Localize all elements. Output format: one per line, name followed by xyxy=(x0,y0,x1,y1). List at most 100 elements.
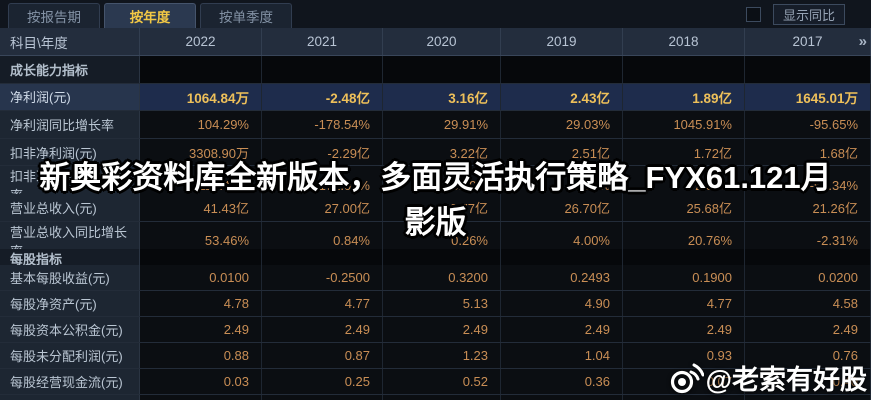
row-label: 每股指标 xyxy=(0,249,140,269)
show-yoy-control: 显示同比 xyxy=(745,4,845,25)
value-cell: 4.78 xyxy=(140,291,262,317)
value-cell: 0.93 xyxy=(623,343,745,369)
value-cell: 0.07 xyxy=(623,369,745,395)
value-cell: 1645.01万 xyxy=(745,83,871,111)
value-cell: 5.13 xyxy=(383,291,501,317)
value-cell xyxy=(383,249,501,269)
table-row[interactable]: 扣非净利润(元) 3308.90万 -2.29亿 3.22亿 2.51亿 1.72亿 1.6… xyxy=(0,138,871,167)
value-cell: -95.65% xyxy=(745,111,871,138)
value-cell: 2.49 xyxy=(383,317,501,343)
row-label: 营业总收入(元) xyxy=(0,193,140,221)
row-label: 净利润(元) xyxy=(0,83,140,111)
table-body: 成长能力指标 净利润(元) 1064.84万 -2.48亿 3.16亿 2.43亿 1.89… xyxy=(0,56,871,400)
period-tabs: 按报告期 按年度 按单季度 xyxy=(0,0,296,28)
year-header-2019: 2019 xyxy=(501,28,623,55)
year-header-2018: 2018 xyxy=(623,28,745,55)
value-cell: 3.22亿 xyxy=(383,138,501,166)
table-row[interactable]: 每股经营现金流(元) 0.03 0.25 0.52 0.36 0.07 0.40 xyxy=(0,369,871,396)
value-cell: 2.49 xyxy=(745,317,871,343)
value-cell: 3308.90万 xyxy=(140,138,262,166)
value-cell: 27.00亿 xyxy=(262,193,383,221)
show-yoy-checkbox[interactable] xyxy=(745,7,761,22)
tab-by-report-period[interactable]: 按报告期 xyxy=(8,3,100,28)
table-header: 科目\年度 2022 2021 2020 2019 2018 2017» xyxy=(0,28,871,56)
value-cell: -178.54% xyxy=(262,111,383,138)
row-label: 每股净资产(元) xyxy=(0,291,140,317)
row-label: 每股资本公积金(元) xyxy=(0,317,140,343)
value-cell xyxy=(623,395,745,400)
value-cell xyxy=(262,56,383,83)
value-cell: 0.88 xyxy=(140,343,262,369)
show-yoy-label[interactable]: 显示同比 xyxy=(772,4,845,25)
table-row[interactable]: 每股净资产(元) 4.78 4.77 5.13 4.90 4.77 4.58 xyxy=(0,291,871,318)
table-row[interactable]: 每股未分配利润(元) 0.88 0.87 1.23 1.04 0.93 0.76 xyxy=(0,343,871,370)
value-cell: 1.23 xyxy=(383,343,501,369)
period-tabbar: 按报告期 按年度 按单季度 显示同比 xyxy=(0,0,871,28)
value-cell xyxy=(262,249,383,269)
row-label: 净利润同比增长率 xyxy=(0,111,140,138)
value-cell xyxy=(383,395,501,400)
row-label: 每股经营现金流(元) xyxy=(0,369,140,395)
value-cell: 4.58 xyxy=(745,291,871,317)
table-row[interactable]: 净利润同比增长率 104.29% -178.54% 29.91% 29.03% 1045.… xyxy=(0,111,871,139)
year-header-2020: 2020 xyxy=(383,28,501,55)
value-cell xyxy=(745,56,871,83)
value-cell xyxy=(140,249,262,269)
value-cell: 1.72亿 xyxy=(623,138,745,166)
more-years-icon[interactable]: » xyxy=(858,33,867,50)
value-cell: 1045.91% xyxy=(623,111,745,138)
value-cell: 1064.84万 xyxy=(140,83,262,111)
value-cell: 0.2493 xyxy=(501,265,623,291)
year-header-2022: 2022 xyxy=(140,28,262,55)
value-cell: 2.49 xyxy=(501,317,623,343)
table-row[interactable]: 每股资本公积金(元) 2.49 2.49 2.49 2.49 2.49 2.49 xyxy=(0,317,871,344)
row-label: 基本每股收益(元) xyxy=(0,265,140,291)
value-cell xyxy=(383,56,501,83)
value-cell xyxy=(262,395,383,400)
value-cell: 0.87 xyxy=(262,343,383,369)
value-cell: 2.43亿 xyxy=(501,83,623,111)
value-cell xyxy=(501,56,623,83)
table-row[interactable]: 扣非净利润同比增长率114.45%-171.03%28.29%45.93%2.3… xyxy=(0,166,871,205)
year-header-2021: 2021 xyxy=(262,28,383,55)
value-cell xyxy=(501,249,623,269)
value-cell: 0.0100 xyxy=(140,265,262,291)
row-label xyxy=(0,395,140,400)
value-cell: 0.76 xyxy=(745,343,871,369)
value-cell: 0.36 xyxy=(501,369,623,395)
value-cell: 0.03 xyxy=(140,369,262,395)
value-cell: 0.40 xyxy=(745,369,871,395)
value-cell: -0.2500 xyxy=(262,265,383,291)
value-cell: 2.51亿 xyxy=(501,138,623,166)
value-cell: 26.77亿 xyxy=(383,193,501,221)
table-row-partial xyxy=(0,395,871,400)
value-cell: 4.77 xyxy=(623,291,745,317)
value-cell: 4.77 xyxy=(262,291,383,317)
row-label: 成长能力指标 xyxy=(0,56,140,83)
corner-header-cell: 科目\年度 xyxy=(0,28,140,55)
table-row[interactable]: 基本每股收益(元) 0.0100 -0.2500 0.3200 0.2493 0.1900… xyxy=(0,265,871,292)
table-row[interactable]: 营业总收入(元) 41.43亿 27.00亿 26.77亿 26.70亿 25.68亿 21… xyxy=(0,193,871,222)
value-cell: 21.26亿 xyxy=(745,193,871,221)
value-cell: 1.68亿 xyxy=(745,138,871,166)
value-cell: 0.3200 xyxy=(383,265,501,291)
row-label: 扣非净利润(元) xyxy=(0,138,140,166)
tab-by-quarter[interactable]: 按单季度 xyxy=(200,3,292,28)
tab-by-year[interactable]: 按年度 xyxy=(104,3,196,28)
value-cell: 0.0200 xyxy=(745,265,871,291)
table-row[interactable]: 营业总收入同比增长率53.46%0.84%0.26%4.00%20.76%-2.… xyxy=(0,221,871,260)
value-cell xyxy=(623,56,745,83)
value-cell: -2.48亿 xyxy=(262,83,383,111)
year-header-2017: 2017» xyxy=(745,28,871,55)
value-cell xyxy=(140,56,262,83)
value-cell: 0.52 xyxy=(383,369,501,395)
value-cell: 2.49 xyxy=(140,317,262,343)
table-row[interactable]: 净利润(元) 1064.84万 -2.48亿 3.16亿 2.43亿 1.89亿 1645.… xyxy=(0,83,871,112)
section-row: 成长能力指标 xyxy=(0,56,871,84)
value-cell: 0.1900 xyxy=(623,265,745,291)
value-cell xyxy=(140,395,262,400)
value-cell: 4.90 xyxy=(501,291,623,317)
row-label: 每股未分配利润(元) xyxy=(0,343,140,369)
value-cell: 3.16亿 xyxy=(383,83,501,111)
